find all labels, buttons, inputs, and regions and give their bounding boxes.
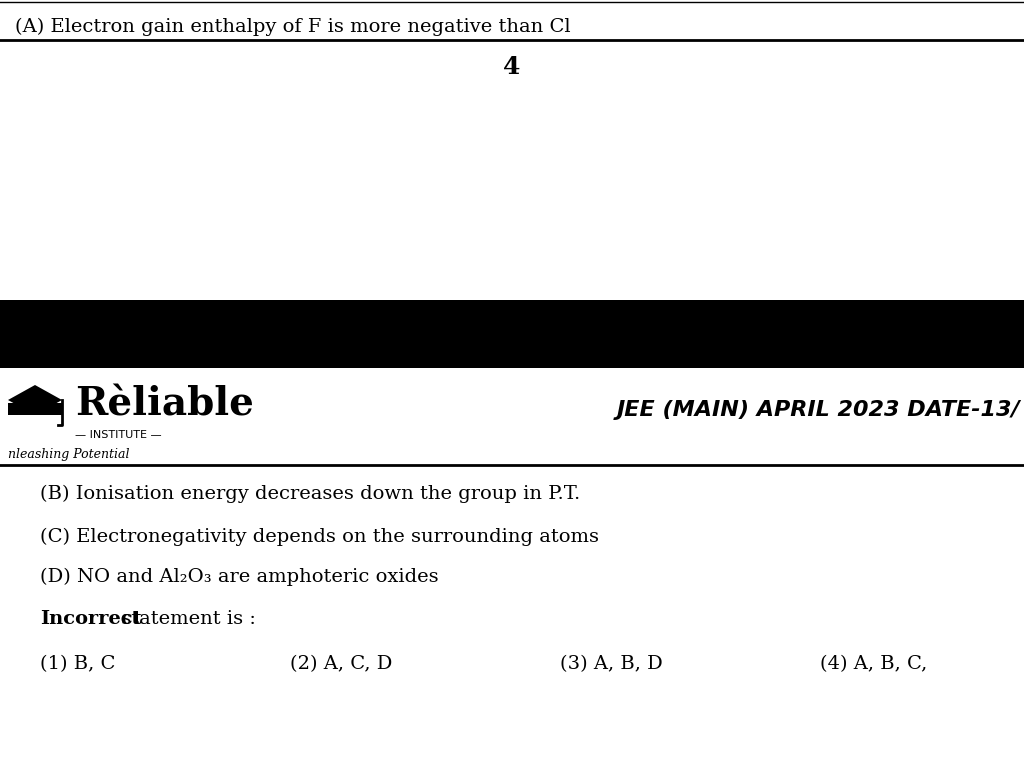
Text: (A) Electron gain enthalpy of F is more negative than Cl: (A) Electron gain enthalpy of F is more … xyxy=(15,18,570,36)
Text: JEE (MAIN) APRIL 2023 DATE-13/: JEE (MAIN) APRIL 2023 DATE-13/ xyxy=(616,400,1020,420)
Text: 4: 4 xyxy=(504,55,520,79)
Text: (1) B, C: (1) B, C xyxy=(40,655,116,673)
Text: (4) A, B, C,: (4) A, B, C, xyxy=(820,655,928,673)
Text: nleashing Potential: nleashing Potential xyxy=(8,448,129,461)
Text: (D) NO and Al₂O₃ are amphoteric oxides: (D) NO and Al₂O₃ are amphoteric oxides xyxy=(40,568,438,586)
Text: (3) A, B, D: (3) A, B, D xyxy=(560,655,663,673)
Bar xyxy=(8,403,63,415)
Text: Incorrect: Incorrect xyxy=(40,610,141,628)
Polygon shape xyxy=(8,385,62,415)
Text: (B) Ionisation energy decreases down the group in P.T.: (B) Ionisation energy decreases down the… xyxy=(40,485,581,503)
Text: statement is :: statement is : xyxy=(115,610,256,628)
Text: Rèliable: Rèliable xyxy=(75,385,254,423)
Bar xyxy=(0,300,1024,368)
Text: (2) A, C, D: (2) A, C, D xyxy=(290,655,392,673)
Text: — INSTITUTE —: — INSTITUTE — xyxy=(75,430,162,440)
Text: (C) Electronegativity depends on the surrounding atoms: (C) Electronegativity depends on the sur… xyxy=(40,528,599,546)
